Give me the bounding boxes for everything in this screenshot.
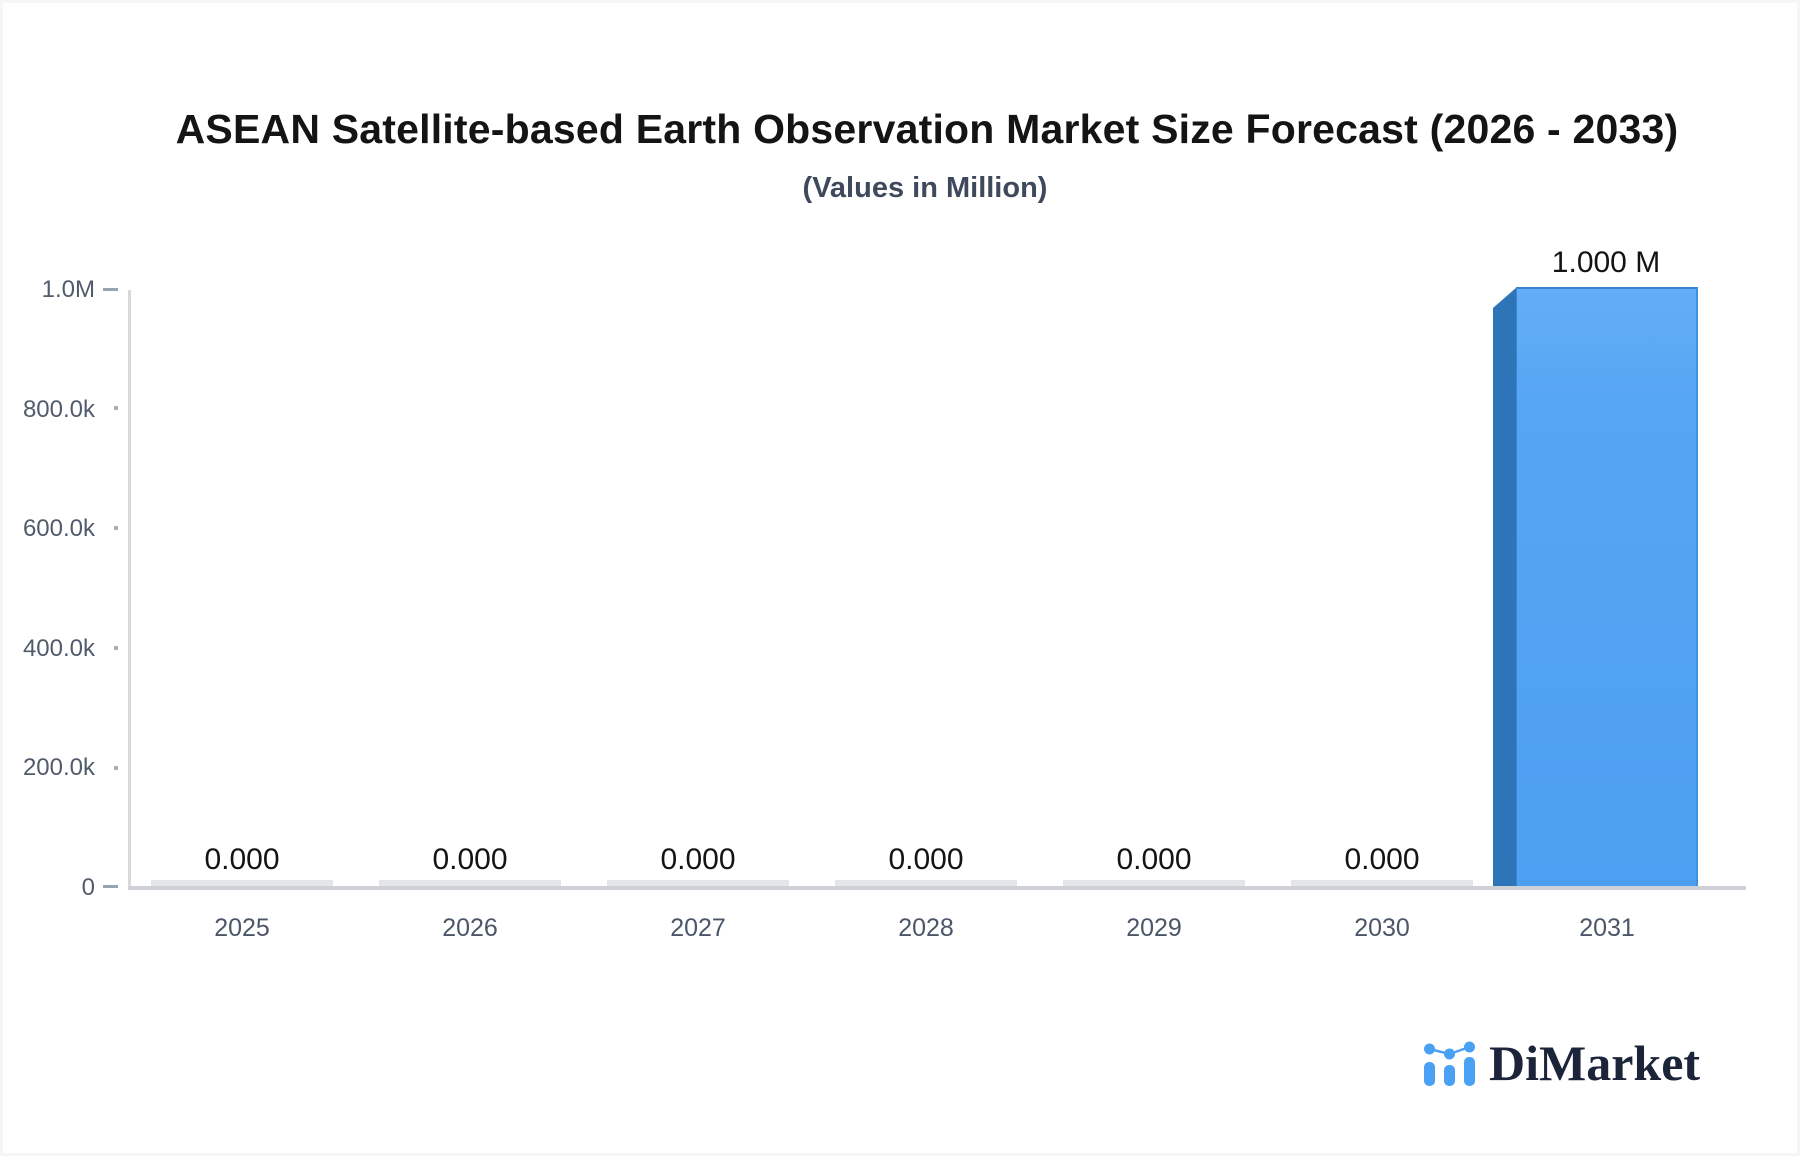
value-label-2030: 0.000 bbox=[1344, 843, 1420, 876]
bar-chart-logo-icon bbox=[1424, 1041, 1475, 1086]
bar-2028[interactable] bbox=[835, 880, 1017, 886]
bar-2025[interactable] bbox=[151, 880, 333, 886]
y-tick-label-400k: 400.0k bbox=[22, 635, 95, 662]
x-tick-label-2031: 2031 bbox=[1579, 914, 1635, 942]
bar-2027[interactable] bbox=[607, 880, 789, 886]
x-axis-baseline bbox=[128, 886, 1746, 890]
value-label-2025: 0.000 bbox=[204, 843, 280, 876]
bar-2026[interactable] bbox=[379, 880, 561, 886]
y-tick-label-800k: 800.0k bbox=[22, 396, 95, 423]
value-label-2029: 0.000 bbox=[1116, 843, 1192, 876]
y-tick-label-200k: 200.0k bbox=[22, 754, 95, 781]
y-axis-line bbox=[128, 290, 131, 888]
y-tick-label-1m: 1.0M bbox=[41, 276, 95, 303]
value-label-2027: 0.000 bbox=[660, 843, 736, 876]
bar-2029[interactable] bbox=[1063, 880, 1245, 886]
chart-subtitle: (Values in Million) bbox=[802, 172, 1048, 204]
y-tick-label-0: 0 bbox=[81, 874, 95, 901]
y-tick-mark-icon bbox=[114, 646, 118, 650]
y-tick-mark-icon bbox=[114, 766, 118, 770]
x-tick-label-2027: 2027 bbox=[670, 914, 726, 942]
brand-name: DiMarket bbox=[1489, 1035, 1701, 1091]
x-tick-label-2025: 2025 bbox=[214, 914, 270, 942]
y-tick-mark-icon bbox=[103, 288, 118, 291]
brand-watermark: DiMarket bbox=[1420, 1038, 1700, 1088]
bar-2031[interactable] bbox=[1516, 287, 1698, 886]
x-tick-label-2026: 2026 bbox=[442, 914, 498, 942]
y-tick-label-600k: 600.0k bbox=[22, 515, 95, 542]
y-tick-mark-icon bbox=[114, 526, 118, 530]
y-tick-mark-icon bbox=[114, 406, 118, 410]
x-tick-label-2028: 2028 bbox=[898, 914, 954, 942]
bar-2030[interactable] bbox=[1291, 880, 1473, 886]
value-label-2028: 0.000 bbox=[888, 843, 964, 876]
x-tick-label-2029: 2029 bbox=[1126, 914, 1182, 942]
value-label-2026: 0.000 bbox=[432, 843, 508, 876]
x-tick-label-2030: 2030 bbox=[1354, 914, 1410, 942]
y-tick-mark-icon bbox=[103, 885, 118, 888]
bar-2031-side bbox=[1493, 287, 1517, 886]
chart-title: ASEAN Satellite-based Earth Observation … bbox=[175, 106, 1679, 152]
value-label-2031: 1.000 M bbox=[1551, 246, 1661, 279]
